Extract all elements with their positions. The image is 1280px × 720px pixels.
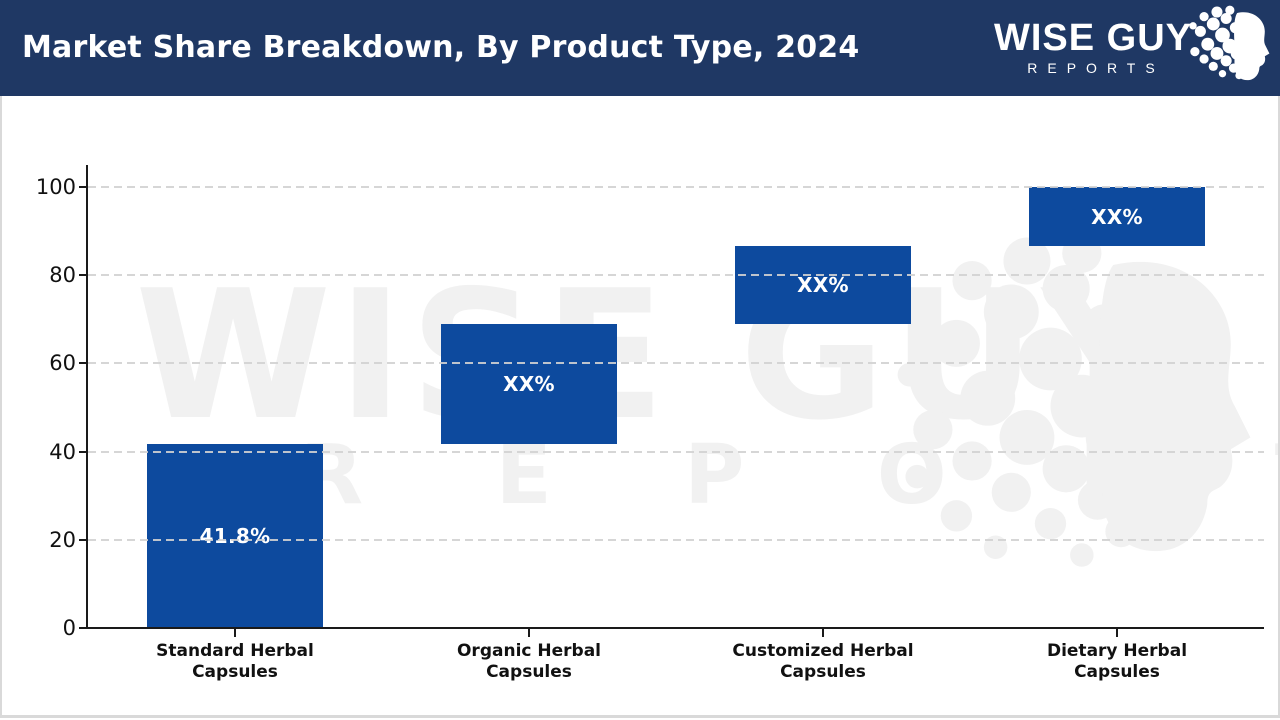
y-tick-label-0: 0 [62,616,76,640]
bar-segment: XX% [441,323,617,444]
gridline-y-20 [88,538,1264,541]
y-tick-label-40: 40 [49,439,76,464]
chart-title: Market Share Breakdown, By Product Type,… [22,30,860,65]
wiseguy-logo-name: WISE GUY [993,17,1192,59]
header-band: Market Share Breakdown, By Product Type,… [0,0,1280,96]
gridline-y-40 [88,450,1264,453]
watermark-face-dots-icon [897,233,1251,567]
bar-value-label: XX% [797,272,849,297]
wiseguy-logo-text: WISE GUY REPORTS [994,18,1192,76]
y-tick-label-100: 100 [35,175,76,199]
bar-value-label: 41.8% [199,523,271,548]
gridline-y-60 [88,362,1264,365]
y-tick-mark-60 [79,362,87,365]
y-tick-mark-40 [79,450,87,453]
y-tick-mark-0 [79,627,87,629]
gridline-y-100 [88,186,1264,188]
figure-border-right [1278,96,1280,716]
watermark-text-line1: WISE GUY [135,252,1177,459]
y-tick-label-20: 20 [49,527,76,552]
x-tick-mark [528,629,530,637]
wiseguy-face-dots-icon [1189,5,1270,81]
x-tick-mark [234,629,236,637]
x-category-label: Dietary Herbal Capsules [1046,641,1188,682]
y-tick-label-80: 80 [49,263,76,288]
figure-border-left [0,96,2,716]
bar-segment: XX% [1029,187,1205,247]
wiseguy-logo: WISE GUY REPORTS [994,5,1272,92]
x-category-label: Customized Herbal Capsules [732,641,914,682]
y-tick-mark-80 [79,274,87,277]
x-axis-line [86,627,1264,629]
y-tick-mark-20 [79,538,87,541]
y-tick-mark-100 [79,186,87,188]
bar-segment: XX% [735,246,911,324]
bar-value-label: XX% [503,371,555,396]
figure-border-bottom [0,715,1280,718]
x-tick-mark [1116,629,1118,637]
y-axis-line [86,165,88,629]
x-category-label: Organic Herbal Capsules [456,641,601,682]
gridline-y-80 [88,274,1264,277]
bar-segment: 41.8% [147,443,323,628]
bar-value-label: XX% [1091,204,1143,229]
x-category-label: Standard Herbal Capsules [156,641,314,682]
x-tick-mark [822,629,824,637]
wiseguy-logo-subtitle: REPORTS [1027,60,1165,76]
y-tick-label-60: 60 [49,351,76,376]
